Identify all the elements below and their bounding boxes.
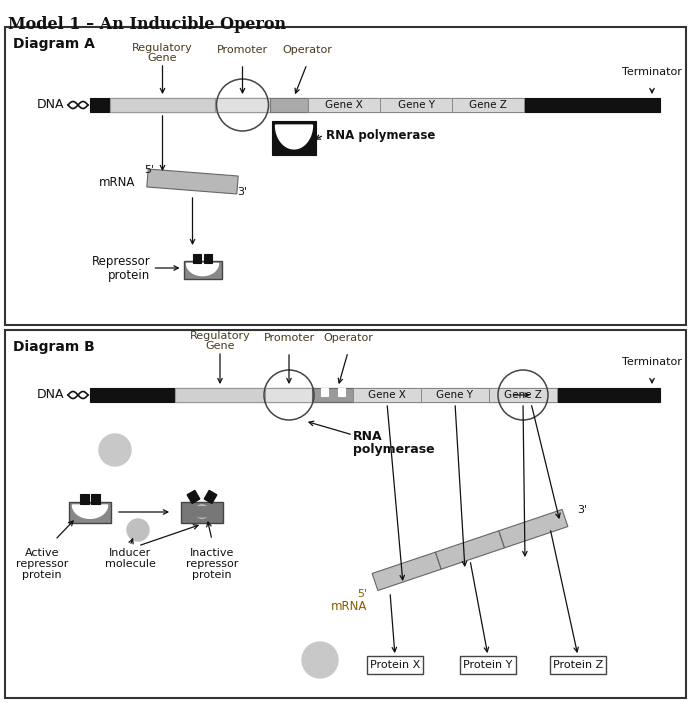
Text: Promoter: Promoter [264, 333, 315, 343]
Circle shape [195, 505, 209, 518]
Text: Inducer: Inducer [109, 548, 151, 558]
Bar [265, 388, 313, 402]
Text: Promoter: Promoter [217, 45, 268, 55]
Text: Terminator: Terminator [622, 357, 682, 367]
Bar [5, 27, 686, 325]
Bar [215, 98, 270, 112]
Text: DNA: DNA [37, 389, 64, 401]
Text: 3': 3' [237, 187, 248, 197]
Bar [188, 491, 200, 503]
Polygon shape [147, 169, 238, 194]
Text: RNA: RNA [353, 430, 383, 444]
Bar [380, 98, 452, 112]
Bar [69, 502, 111, 522]
Polygon shape [499, 510, 568, 548]
Text: Gene Z: Gene Z [469, 100, 507, 110]
Polygon shape [372, 552, 441, 591]
Text: Gene: Gene [148, 53, 177, 63]
Text: Protein Z: Protein Z [553, 660, 603, 670]
Bar [203, 254, 212, 263]
Bar [338, 388, 345, 396]
Text: Operator: Operator [323, 333, 373, 343]
Text: Operator: Operator [282, 45, 332, 55]
Text: Gene Y: Gene Y [397, 100, 435, 110]
Text: Gene Y: Gene Y [437, 390, 473, 400]
Text: Diagram A: Diagram A [13, 37, 95, 51]
Text: Gene X: Gene X [325, 100, 363, 110]
Text: Gene X: Gene X [368, 390, 406, 400]
Bar [90, 388, 660, 402]
Polygon shape [188, 507, 217, 517]
Text: protein: protein [108, 269, 150, 281]
Bar [312, 388, 354, 402]
Bar [550, 656, 606, 674]
Text: Regulatory: Regulatory [132, 43, 193, 53]
Text: Active: Active [25, 548, 60, 558]
Bar [367, 656, 423, 674]
Bar [5, 330, 686, 698]
Bar [321, 388, 328, 396]
Circle shape [127, 519, 149, 541]
Text: Regulatory: Regulatory [190, 331, 251, 341]
Text: repressor: repressor [186, 559, 238, 569]
Bar [308, 98, 380, 112]
Bar [460, 656, 516, 674]
Text: Repressor: Repressor [92, 255, 150, 269]
Text: Terminator: Terminator [622, 67, 682, 77]
Bar [421, 388, 489, 402]
Bar [452, 98, 524, 112]
Text: 5': 5' [145, 165, 154, 175]
Text: Model 1 – An Inducible Operon: Model 1 – An Inducible Operon [8, 16, 286, 33]
Bar [181, 502, 223, 522]
Text: protein: protein [192, 570, 232, 580]
Text: RNA polymerase: RNA polymerase [326, 129, 435, 143]
Text: protein: protein [22, 570, 62, 580]
Text: 5': 5' [357, 589, 367, 599]
Text: Protein Y: Protein Y [464, 660, 513, 670]
Polygon shape [435, 531, 504, 569]
Text: polymerase: polymerase [353, 442, 435, 456]
Bar [183, 261, 221, 279]
Text: DNA: DNA [37, 98, 64, 112]
Text: Gene Z: Gene Z [504, 390, 542, 400]
Bar [91, 494, 100, 504]
Circle shape [302, 642, 338, 678]
Polygon shape [275, 125, 313, 149]
Bar [193, 254, 201, 263]
Text: Inactive: Inactive [190, 548, 234, 558]
Text: Protein X: Protein X [370, 660, 420, 670]
Text: Diagram B: Diagram B [13, 340, 95, 354]
Polygon shape [73, 505, 107, 518]
Text: mRNA: mRNA [99, 176, 136, 188]
Bar [489, 388, 557, 402]
Text: 3': 3' [577, 505, 587, 515]
Bar [272, 121, 316, 155]
Bar [353, 388, 421, 402]
Text: Gene: Gene [206, 341, 235, 351]
Text: repressor: repressor [16, 559, 69, 569]
Bar [270, 98, 308, 112]
Bar [110, 98, 215, 112]
Bar [80, 494, 89, 504]
Circle shape [99, 434, 131, 466]
Text: molecule: molecule [104, 559, 156, 569]
Bar [175, 388, 265, 402]
Bar [90, 98, 660, 112]
Polygon shape [187, 264, 219, 276]
Bar [204, 491, 217, 503]
Text: mRNA: mRNA [331, 600, 367, 612]
